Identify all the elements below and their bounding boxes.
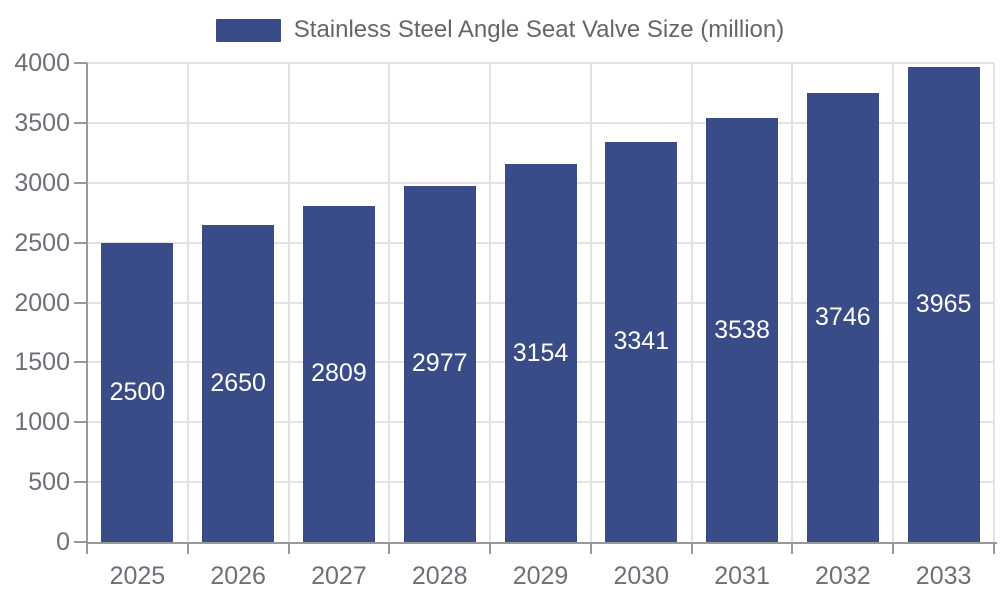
bar[interactable]: 3965 (907, 67, 980, 542)
gridline-horizontal (87, 62, 994, 64)
bar[interactable]: 3538 (706, 118, 779, 542)
x-axis-tick (589, 542, 592, 554)
x-axis-line (86, 542, 997, 544)
y-axis-tick-label: 2000 (14, 288, 70, 317)
y-axis-tick (74, 541, 87, 543)
x-axis-tick-label: 2026 (210, 562, 266, 590)
x-axis-tick (791, 542, 794, 554)
x-axis-tick-label: 2027 (311, 562, 367, 590)
bar-value-label: 3538 (714, 315, 770, 344)
bar-value-label: 3746 (815, 303, 871, 332)
x-axis-tick (287, 542, 290, 554)
y-axis-tick (74, 121, 87, 124)
x-axis-tick (388, 542, 391, 554)
legend-label: Stainless Steel Angle Seat Valve Size (m… (293, 16, 785, 43)
x-axis-tick-label: 2032 (815, 562, 871, 590)
legend-item[interactable]: Stainless Steel Angle Seat Valve Size (m… (0, 16, 1000, 44)
x-axis-tick (690, 542, 693, 554)
x-axis-tick (86, 542, 88, 554)
bar-value-label: 2650 (210, 368, 266, 397)
x-axis-tick (186, 542, 189, 554)
bar-value-label: 2977 (411, 349, 468, 378)
y-axis-tick (74, 361, 87, 364)
x-axis-tick (892, 542, 895, 554)
x-axis-tick-label: 2030 (613, 562, 670, 590)
x-axis-tick-label: 2025 (109, 562, 166, 590)
x-axis-tick-label: 2028 (411, 562, 468, 590)
x-axis-tick-label: 2031 (714, 562, 770, 590)
bar[interactable]: 2809 (302, 205, 375, 542)
y-axis-tick-label: 1500 (14, 348, 70, 377)
bar-value-label: 3965 (915, 290, 972, 319)
y-axis-tick (74, 481, 87, 484)
x-axis-tick (993, 542, 995, 554)
y-axis-tick-label: 3500 (14, 108, 70, 137)
gridline-vertical (993, 63, 995, 542)
bar-value-label: 3341 (613, 327, 670, 356)
gridline-horizontal (87, 121, 994, 124)
y-axis-tick (74, 62, 87, 64)
bar-value-label: 2500 (109, 377, 166, 406)
y-axis-line (86, 63, 88, 544)
x-axis-tick (489, 542, 492, 554)
y-axis-tick-label: 500 (28, 468, 70, 497)
bar[interactable]: 3746 (806, 93, 879, 542)
bar[interactable]: 2977 (403, 185, 476, 542)
bar[interactable]: 2650 (202, 224, 275, 542)
y-axis-tick-label: 0 (56, 528, 70, 556)
y-axis-tick (74, 301, 87, 304)
legend-marker (215, 18, 281, 42)
y-axis-tick-label: 2500 (14, 228, 70, 257)
y-axis-tick-label: 4000 (14, 49, 70, 77)
y-axis-tick (74, 181, 87, 184)
bar[interactable]: 3341 (605, 141, 678, 542)
bar[interactable]: 3154 (504, 164, 577, 542)
y-axis-tick-label: 3000 (14, 168, 70, 197)
y-axis-tick-label: 1000 (14, 408, 70, 437)
bar-value-label: 3154 (512, 338, 569, 367)
y-axis-tick (74, 421, 87, 424)
y-axis-tick (74, 241, 87, 244)
bar-value-label: 2809 (311, 359, 367, 388)
bar[interactable]: 2500 (101, 242, 174, 542)
x-axis-tick-label: 2029 (512, 562, 569, 590)
x-axis-tick-label: 2033 (915, 562, 972, 590)
